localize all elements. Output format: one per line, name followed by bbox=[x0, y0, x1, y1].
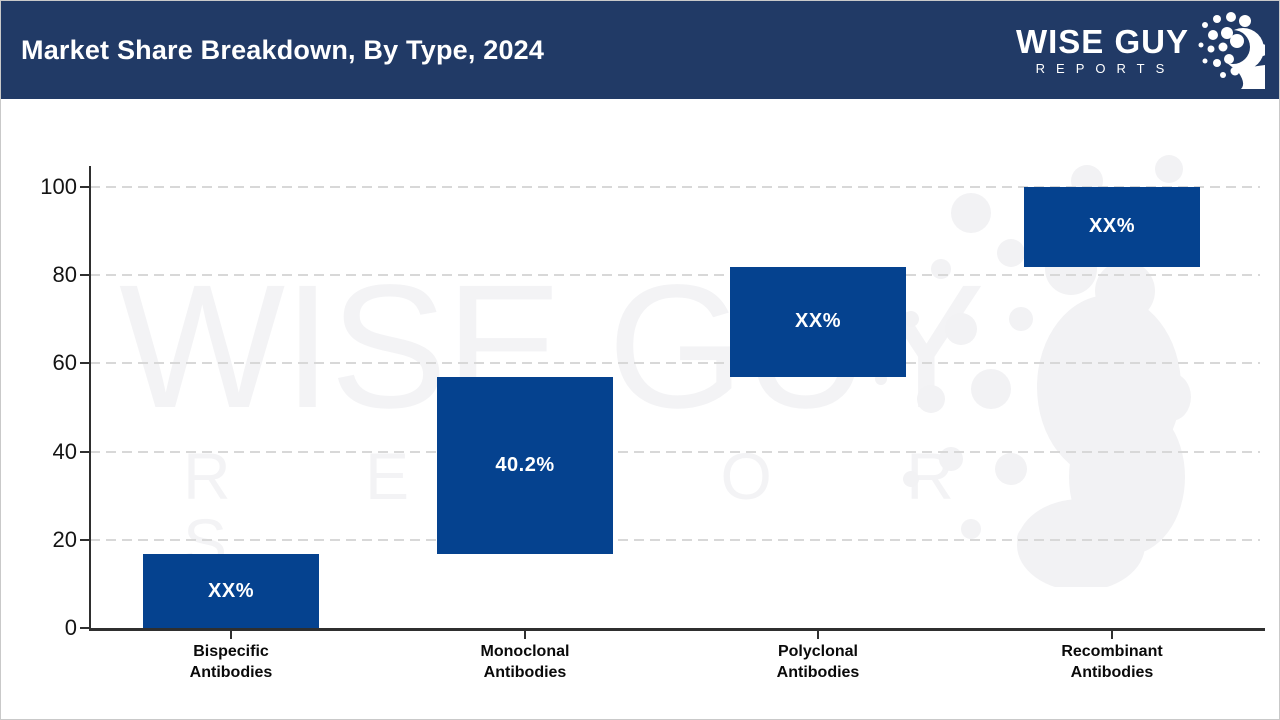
header: Market Share Breakdown, By Type, 2024 WI… bbox=[1, 1, 1279, 99]
watermark-wordmark: WISE GUY bbox=[119, 249, 985, 445]
bar-bispecific: XX% bbox=[143, 554, 319, 628]
page-title: Market Share Breakdown, By Type, 2024 bbox=[21, 34, 545, 65]
x-tick-0 bbox=[230, 631, 232, 639]
category-label: Bispecific Antibodies bbox=[189, 643, 273, 681]
gridline-40 bbox=[90, 450, 1260, 453]
y-tick-label: 0 bbox=[64, 615, 77, 640]
category-label: Recombinant Antibodies bbox=[1061, 643, 1163, 681]
bar-recombinant: XX% bbox=[1024, 187, 1200, 267]
y-tick-60 bbox=[80, 362, 89, 365]
watermark: WISE GUY R E P O R T S bbox=[119, 259, 1279, 575]
gridline-100 bbox=[90, 186, 1260, 188]
bar-value-label: XX% bbox=[795, 310, 841, 333]
y-tick-80 bbox=[80, 274, 89, 277]
logo-wordmark: WISE GUY bbox=[1015, 22, 1189, 60]
bar-value-label: 40.2% bbox=[495, 454, 555, 477]
category-label: Monoclonal Antibodies bbox=[480, 643, 570, 681]
watermark-subtitle: R E P O R T S bbox=[183, 439, 1185, 579]
y-tick-label: 40 bbox=[52, 438, 77, 464]
x-tick-1 bbox=[524, 631, 526, 639]
logo-head-icon bbox=[1198, 12, 1265, 89]
y-tick-40 bbox=[80, 450, 89, 453]
y-tick-label: 80 bbox=[52, 262, 77, 288]
y-tick-20 bbox=[80, 538, 89, 541]
y-tick-label: 100 bbox=[40, 174, 77, 199]
x-axis-line bbox=[89, 628, 1265, 631]
y-axis-line bbox=[89, 166, 91, 631]
logo-text: WISE GUY REPORTS bbox=[1015, 22, 1189, 76]
logo-subtitle: REPORTS bbox=[1035, 60, 1176, 76]
gridline-80 bbox=[90, 274, 1260, 277]
bar-polyclonal: XX% bbox=[730, 266, 906, 378]
category-label: Polyclonal Antibodies bbox=[776, 643, 860, 681]
gridline-60 bbox=[90, 362, 1260, 365]
y-tick-label: 20 bbox=[52, 526, 77, 552]
bar-value-label: XX% bbox=[208, 579, 254, 602]
x-tick-2 bbox=[817, 631, 819, 639]
x-tick-3 bbox=[1111, 631, 1113, 639]
wiseguy-logo: WISE GUY REPORTS bbox=[1016, 9, 1265, 91]
y-tick-label: 60 bbox=[52, 350, 77, 376]
bar-value-label: XX% bbox=[1089, 215, 1135, 238]
bar-monoclonal: 40.2% bbox=[437, 377, 613, 555]
y-tick-0 bbox=[80, 627, 89, 629]
y-tick-100 bbox=[80, 186, 89, 188]
gridline-20 bbox=[90, 538, 1260, 541]
